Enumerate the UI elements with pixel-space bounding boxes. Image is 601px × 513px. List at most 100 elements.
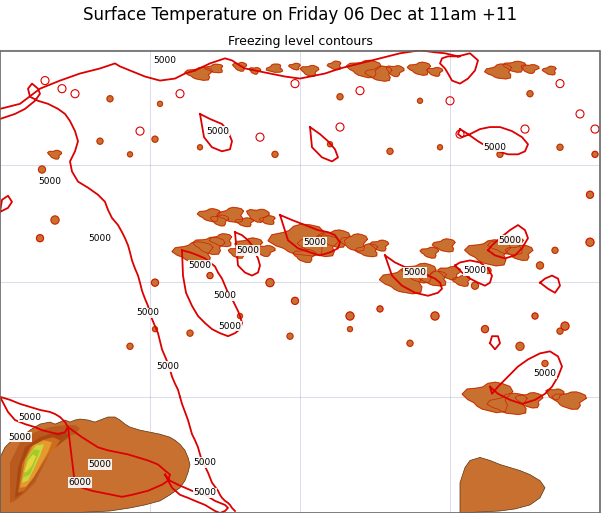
Polygon shape [484, 64, 511, 79]
Text: 6000: 6000 [69, 478, 91, 487]
Polygon shape [427, 68, 442, 76]
Polygon shape [293, 249, 316, 262]
Circle shape [472, 282, 478, 289]
Circle shape [152, 136, 158, 142]
Polygon shape [18, 437, 60, 493]
Polygon shape [172, 242, 213, 263]
Polygon shape [15, 432, 70, 498]
Polygon shape [386, 66, 404, 76]
Circle shape [291, 298, 299, 304]
Polygon shape [217, 207, 243, 222]
Text: 5000: 5000 [38, 177, 61, 186]
Circle shape [431, 312, 439, 320]
Circle shape [37, 234, 43, 242]
Polygon shape [266, 64, 282, 72]
Circle shape [552, 247, 558, 253]
Circle shape [151, 279, 159, 286]
Polygon shape [259, 216, 275, 224]
Circle shape [532, 313, 538, 319]
Circle shape [127, 343, 133, 349]
Circle shape [542, 361, 548, 366]
Text: 5000: 5000 [304, 238, 326, 247]
Polygon shape [185, 67, 212, 80]
Polygon shape [192, 237, 225, 254]
Circle shape [97, 138, 103, 144]
Polygon shape [235, 238, 263, 253]
Circle shape [592, 151, 598, 157]
Text: Freezing level contours: Freezing level contours [228, 35, 373, 48]
Polygon shape [515, 393, 543, 408]
Polygon shape [24, 455, 36, 472]
Polygon shape [438, 267, 461, 280]
Text: 5000: 5000 [19, 412, 41, 422]
Text: 5000: 5000 [498, 235, 522, 245]
Polygon shape [10, 425, 80, 503]
Circle shape [127, 152, 132, 157]
Circle shape [377, 306, 383, 312]
Text: 5000: 5000 [88, 234, 112, 243]
Circle shape [38, 166, 46, 173]
Polygon shape [401, 263, 436, 283]
Polygon shape [365, 66, 392, 81]
Circle shape [497, 151, 503, 157]
Text: 5000: 5000 [194, 458, 216, 467]
Text: 5000: 5000 [483, 143, 507, 152]
Polygon shape [317, 230, 350, 247]
Polygon shape [370, 240, 388, 251]
Circle shape [347, 327, 353, 331]
Circle shape [107, 96, 113, 102]
Polygon shape [328, 61, 341, 70]
Polygon shape [22, 444, 44, 483]
Circle shape [153, 327, 157, 331]
Polygon shape [233, 63, 246, 71]
Circle shape [157, 101, 162, 106]
Circle shape [266, 279, 274, 287]
Text: 5000: 5000 [534, 369, 557, 378]
Polygon shape [465, 240, 511, 266]
Circle shape [485, 267, 491, 273]
Polygon shape [521, 65, 539, 73]
Polygon shape [210, 215, 228, 226]
Text: 5000: 5000 [189, 261, 212, 270]
Circle shape [516, 342, 524, 350]
Polygon shape [379, 268, 425, 294]
Text: 5000: 5000 [194, 488, 216, 497]
Circle shape [272, 151, 278, 157]
Polygon shape [355, 244, 377, 256]
Text: 5000: 5000 [207, 127, 230, 135]
Text: 5000: 5000 [403, 268, 427, 277]
Polygon shape [460, 458, 545, 513]
Circle shape [198, 145, 203, 150]
Polygon shape [505, 245, 532, 261]
Polygon shape [300, 66, 319, 76]
Polygon shape [542, 66, 556, 75]
Circle shape [527, 91, 533, 97]
Polygon shape [452, 275, 470, 286]
Polygon shape [462, 382, 513, 412]
Polygon shape [235, 218, 254, 227]
Circle shape [557, 328, 563, 334]
Text: 5000: 5000 [88, 460, 112, 469]
Polygon shape [23, 449, 40, 478]
Polygon shape [419, 271, 447, 286]
Polygon shape [546, 389, 564, 400]
Circle shape [51, 216, 59, 224]
Circle shape [418, 98, 423, 103]
Circle shape [328, 142, 332, 147]
Text: 5000: 5000 [213, 291, 237, 300]
Circle shape [187, 330, 193, 336]
Polygon shape [205, 64, 222, 73]
Circle shape [407, 340, 413, 346]
Text: 5000: 5000 [237, 246, 260, 255]
Polygon shape [268, 224, 324, 256]
Text: 5000: 5000 [156, 362, 180, 371]
Circle shape [237, 313, 242, 319]
Circle shape [346, 312, 354, 320]
Circle shape [561, 322, 569, 330]
Circle shape [557, 144, 563, 150]
Circle shape [287, 333, 293, 339]
Circle shape [207, 272, 213, 279]
Polygon shape [502, 62, 526, 72]
Polygon shape [255, 246, 275, 256]
Polygon shape [487, 393, 527, 415]
